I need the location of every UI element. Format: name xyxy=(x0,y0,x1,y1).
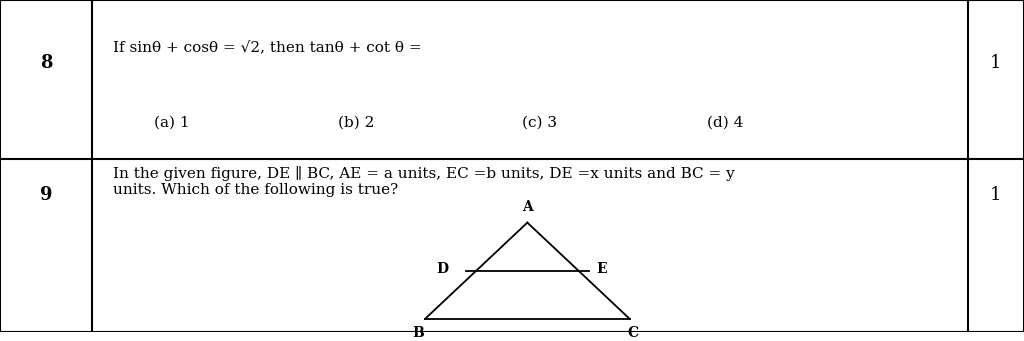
Text: In the given figure, DE ∥ BC, AE = a units, EC =b units, DE =x units and BC = y
: In the given figure, DE ∥ BC, AE = a uni… xyxy=(113,166,734,197)
Text: 1: 1 xyxy=(989,186,1001,204)
Text: A: A xyxy=(522,200,532,214)
Text: (a) 1: (a) 1 xyxy=(154,116,189,130)
Text: 9: 9 xyxy=(40,186,52,204)
Text: B: B xyxy=(412,326,424,340)
Text: (d) 4: (d) 4 xyxy=(707,116,743,130)
Text: (b) 2: (b) 2 xyxy=(338,116,375,130)
Text: If sinθ + cosθ = √2, then tanθ + cot θ =: If sinθ + cosθ = √2, then tanθ + cot θ = xyxy=(113,40,421,54)
Text: 1: 1 xyxy=(989,54,1001,72)
Text: (c) 3: (c) 3 xyxy=(522,116,557,130)
Text: D: D xyxy=(436,262,449,276)
Text: E: E xyxy=(596,262,606,276)
Text: 8: 8 xyxy=(40,54,52,72)
Text: C: C xyxy=(628,326,638,340)
